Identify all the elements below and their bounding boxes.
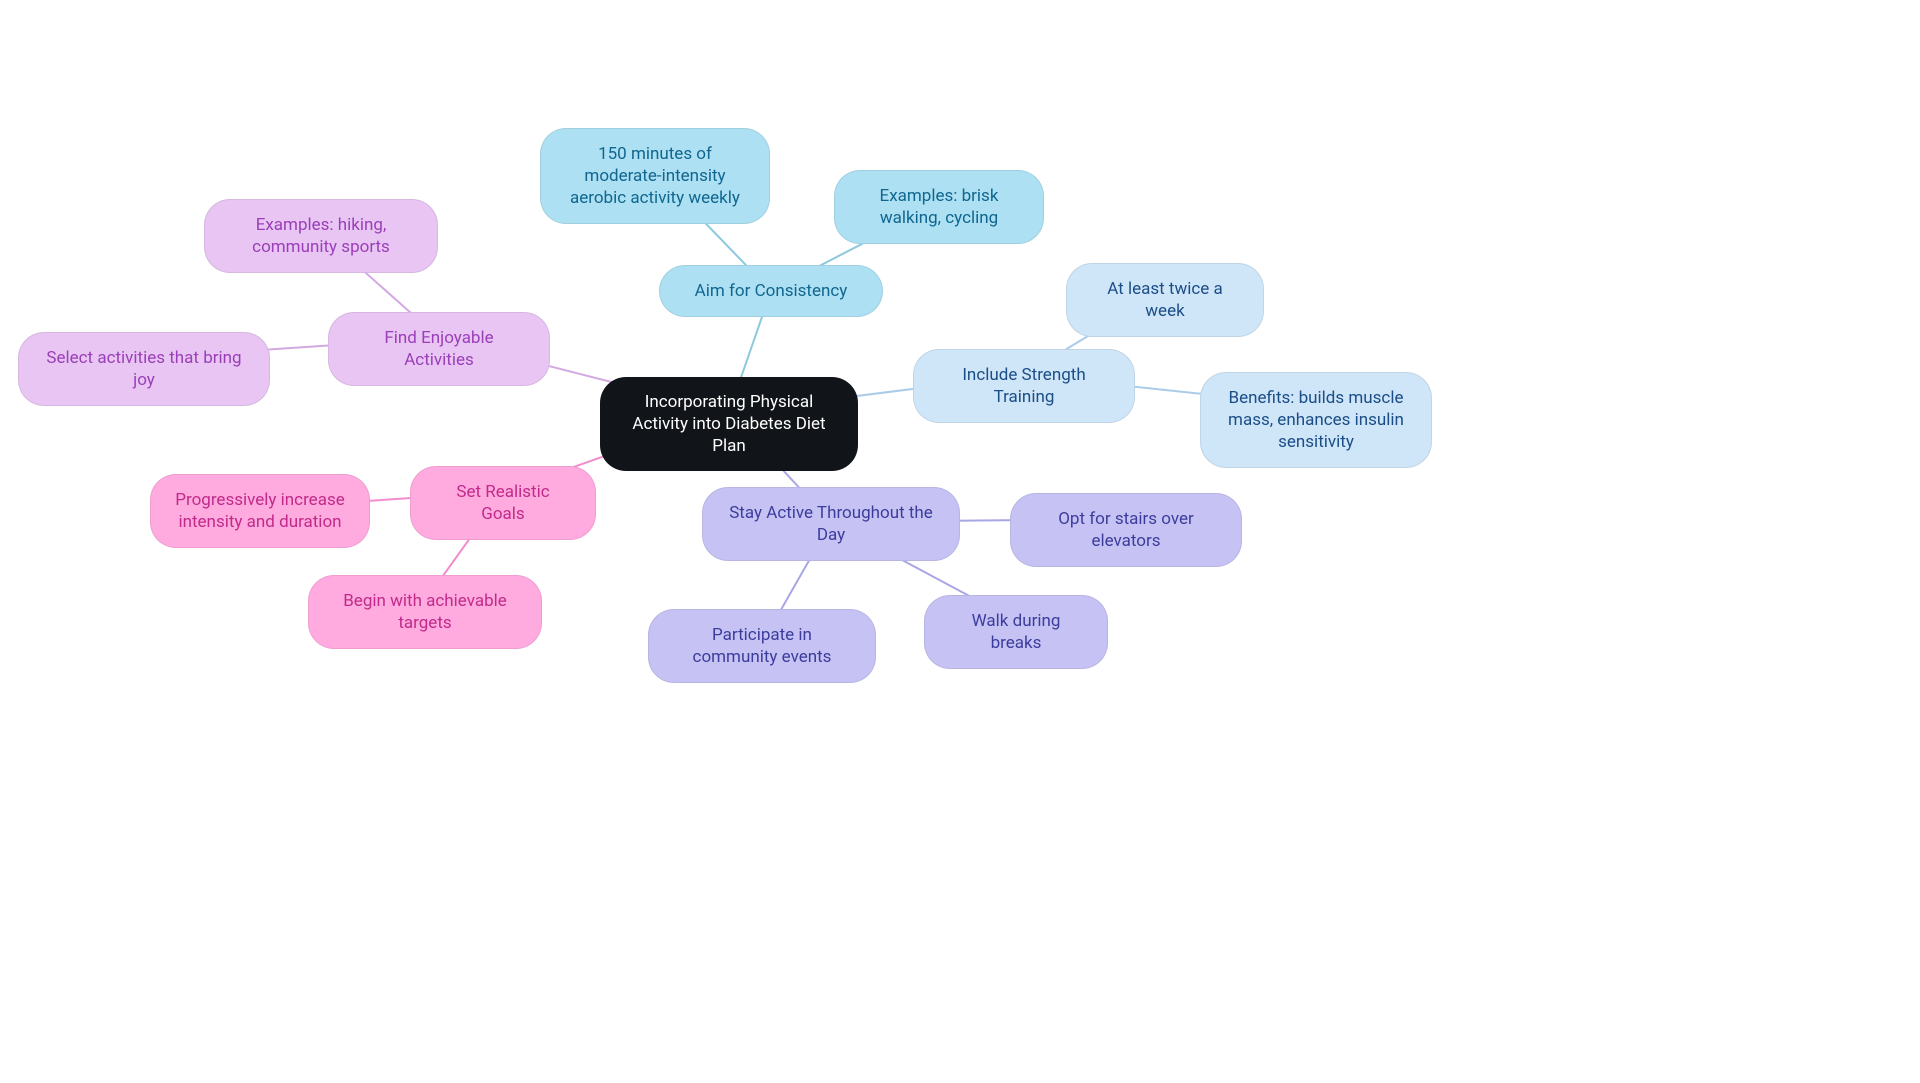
mindmap-node: Include Strength Training [913, 349, 1135, 423]
node-label: Stay Active Throughout the Day [725, 502, 937, 546]
mindmap-node: Set Realistic Goals [410, 466, 596, 540]
mindmap-node: Opt for stairs over elevators [1010, 493, 1242, 567]
node-label: Incorporating Physical Activity into Dia… [622, 391, 836, 457]
mindmap-node: 150 minutes of moderate-intensity aerobi… [540, 128, 770, 224]
mindmap-node: Begin with achievable targets [308, 575, 542, 649]
node-label: Walk during breaks [947, 610, 1085, 654]
node-label: 150 minutes of moderate-intensity aerobi… [563, 143, 747, 209]
mindmap-node: Examples: brisk walking, cycling [834, 170, 1044, 244]
mindmap-node: Find Enjoyable Activities [328, 312, 550, 386]
node-label: Benefits: builds muscle mass, enhances i… [1223, 387, 1409, 453]
node-label: Progressively increase intensity and dur… [173, 489, 347, 533]
mindmap-node: Benefits: builds muscle mass, enhances i… [1200, 372, 1432, 468]
mindmap-node: Examples: hiking, community sports [204, 199, 438, 273]
mindmap-node: At least twice a week [1066, 263, 1264, 337]
node-label: Aim for Consistency [695, 280, 848, 302]
mindmap-node: Progressively increase intensity and dur… [150, 474, 370, 548]
mindmap-node: Participate in community events [648, 609, 876, 683]
mindmap-node: Aim for Consistency [659, 265, 883, 317]
node-label: At least twice a week [1089, 278, 1241, 322]
node-label: Find Enjoyable Activities [351, 327, 527, 371]
mindmap-node: Incorporating Physical Activity into Dia… [600, 377, 858, 471]
mindmap-node: Walk during breaks [924, 595, 1108, 669]
node-label: Participate in community events [671, 624, 853, 668]
node-label: Opt for stairs over elevators [1033, 508, 1219, 552]
node-label: Begin with achievable targets [331, 590, 519, 634]
node-label: Set Realistic Goals [433, 481, 573, 525]
node-label: Include Strength Training [936, 364, 1112, 408]
node-label: Examples: brisk walking, cycling [857, 185, 1021, 229]
node-label: Select activities that bring joy [41, 347, 247, 391]
mindmap-node: Select activities that bring joy [18, 332, 270, 406]
mindmap-node: Stay Active Throughout the Day [702, 487, 960, 561]
node-label: Examples: hiking, community sports [227, 214, 415, 258]
